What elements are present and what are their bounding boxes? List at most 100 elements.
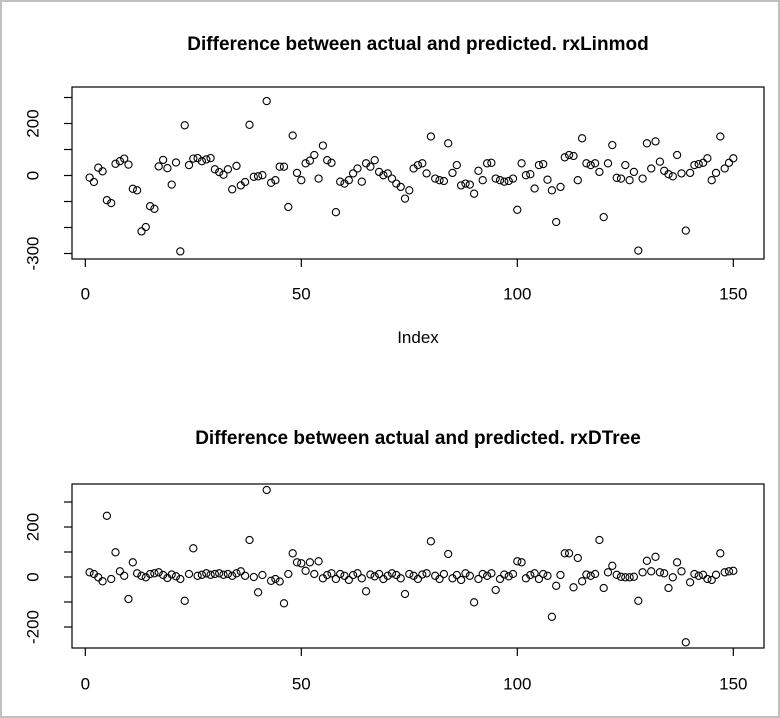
data-point — [526, 570, 535, 580]
data-point — [720, 164, 729, 173]
data-point — [616, 174, 626, 183]
data-point — [703, 574, 712, 584]
data-point — [517, 558, 526, 567]
data-point — [707, 575, 716, 585]
data-point — [327, 569, 336, 578]
data-point — [366, 162, 375, 171]
y-axis-tick-label: 200 — [24, 109, 43, 137]
data-point — [703, 154, 712, 163]
data-point — [482, 159, 492, 168]
data-point — [102, 196, 112, 205]
data-point — [128, 184, 137, 193]
data-point — [266, 576, 276, 585]
data-point — [305, 558, 315, 567]
x-axis-tick-label: 50 — [292, 675, 311, 694]
data-point — [400, 589, 410, 599]
data-point — [120, 571, 129, 580]
data-point — [184, 569, 194, 579]
data-point — [206, 570, 215, 579]
data-point — [435, 574, 444, 584]
y-axis-tick-label: -300 — [24, 236, 43, 270]
data-point — [655, 157, 665, 166]
data-point — [456, 181, 466, 190]
data-point — [564, 150, 574, 160]
data-point — [547, 612, 557, 621]
chart-title-rxlinmod: Difference between actual and predicted.… — [187, 34, 649, 55]
data-point — [210, 569, 220, 579]
data-point — [115, 567, 125, 576]
data-point — [400, 194, 410, 203]
data-point — [379, 171, 388, 180]
data-point — [310, 150, 319, 160]
data-point — [452, 570, 461, 580]
data-point — [469, 189, 479, 198]
data-point — [469, 598, 479, 607]
data-point — [448, 168, 457, 178]
data-point — [132, 569, 142, 578]
data-point — [387, 174, 397, 183]
data-point — [370, 156, 379, 165]
data-point — [569, 583, 578, 592]
data-point — [439, 176, 449, 186]
data-point — [85, 173, 94, 182]
data-point — [271, 176, 280, 185]
data-point — [539, 569, 548, 579]
data-point — [310, 569, 319, 579]
data-point — [711, 168, 721, 178]
data-point — [344, 575, 353, 585]
data-point — [154, 568, 163, 577]
y-axis-tick-label: 0 — [24, 171, 43, 180]
data-point — [258, 171, 267, 180]
data-point — [724, 158, 734, 167]
data-point — [625, 573, 634, 582]
data-point — [327, 158, 336, 167]
data-point — [547, 186, 557, 195]
data-point — [612, 570, 621, 579]
data-point — [236, 567, 245, 576]
data-point — [262, 485, 271, 495]
x-axis-tick-label: 150 — [719, 675, 747, 694]
data-point — [487, 569, 496, 578]
data-point — [223, 569, 233, 579]
data-point — [253, 172, 263, 181]
data-point — [724, 567, 734, 576]
data-point — [685, 578, 695, 587]
data-point — [137, 227, 146, 236]
data-point — [137, 571, 146, 580]
data-point — [500, 177, 509, 186]
chart-title-rxdtree: Difference between actual and predicted.… — [195, 428, 641, 449]
data-point — [465, 571, 474, 580]
data-point — [647, 164, 656, 173]
data-point — [262, 96, 271, 106]
data-point — [163, 164, 172, 173]
data-point — [361, 587, 371, 596]
data-point — [677, 567, 686, 576]
data-point — [107, 198, 116, 208]
data-point — [513, 557, 522, 566]
data-point — [387, 569, 397, 578]
data-point — [374, 569, 384, 579]
data-point — [729, 154, 738, 163]
data-point — [418, 570, 427, 579]
plot-border — [71, 483, 765, 649]
data-point — [638, 174, 647, 183]
data-point — [344, 176, 353, 185]
data-point — [603, 159, 613, 168]
data-point — [461, 179, 470, 188]
data-point — [552, 217, 561, 227]
data-point — [672, 150, 682, 160]
data-point — [405, 186, 414, 195]
data-point — [275, 162, 284, 171]
data-point — [444, 139, 453, 148]
data-point — [405, 569, 414, 579]
data-point — [176, 574, 185, 584]
data-point — [482, 571, 492, 580]
data-point — [353, 164, 362, 173]
x-axis-tick-label: 0 — [81, 675, 90, 694]
x-axis-tick-label: 150 — [719, 285, 747, 304]
data-point — [690, 569, 699, 579]
data-point — [616, 572, 626, 581]
data-point — [681, 638, 690, 647]
data-point — [89, 177, 99, 187]
